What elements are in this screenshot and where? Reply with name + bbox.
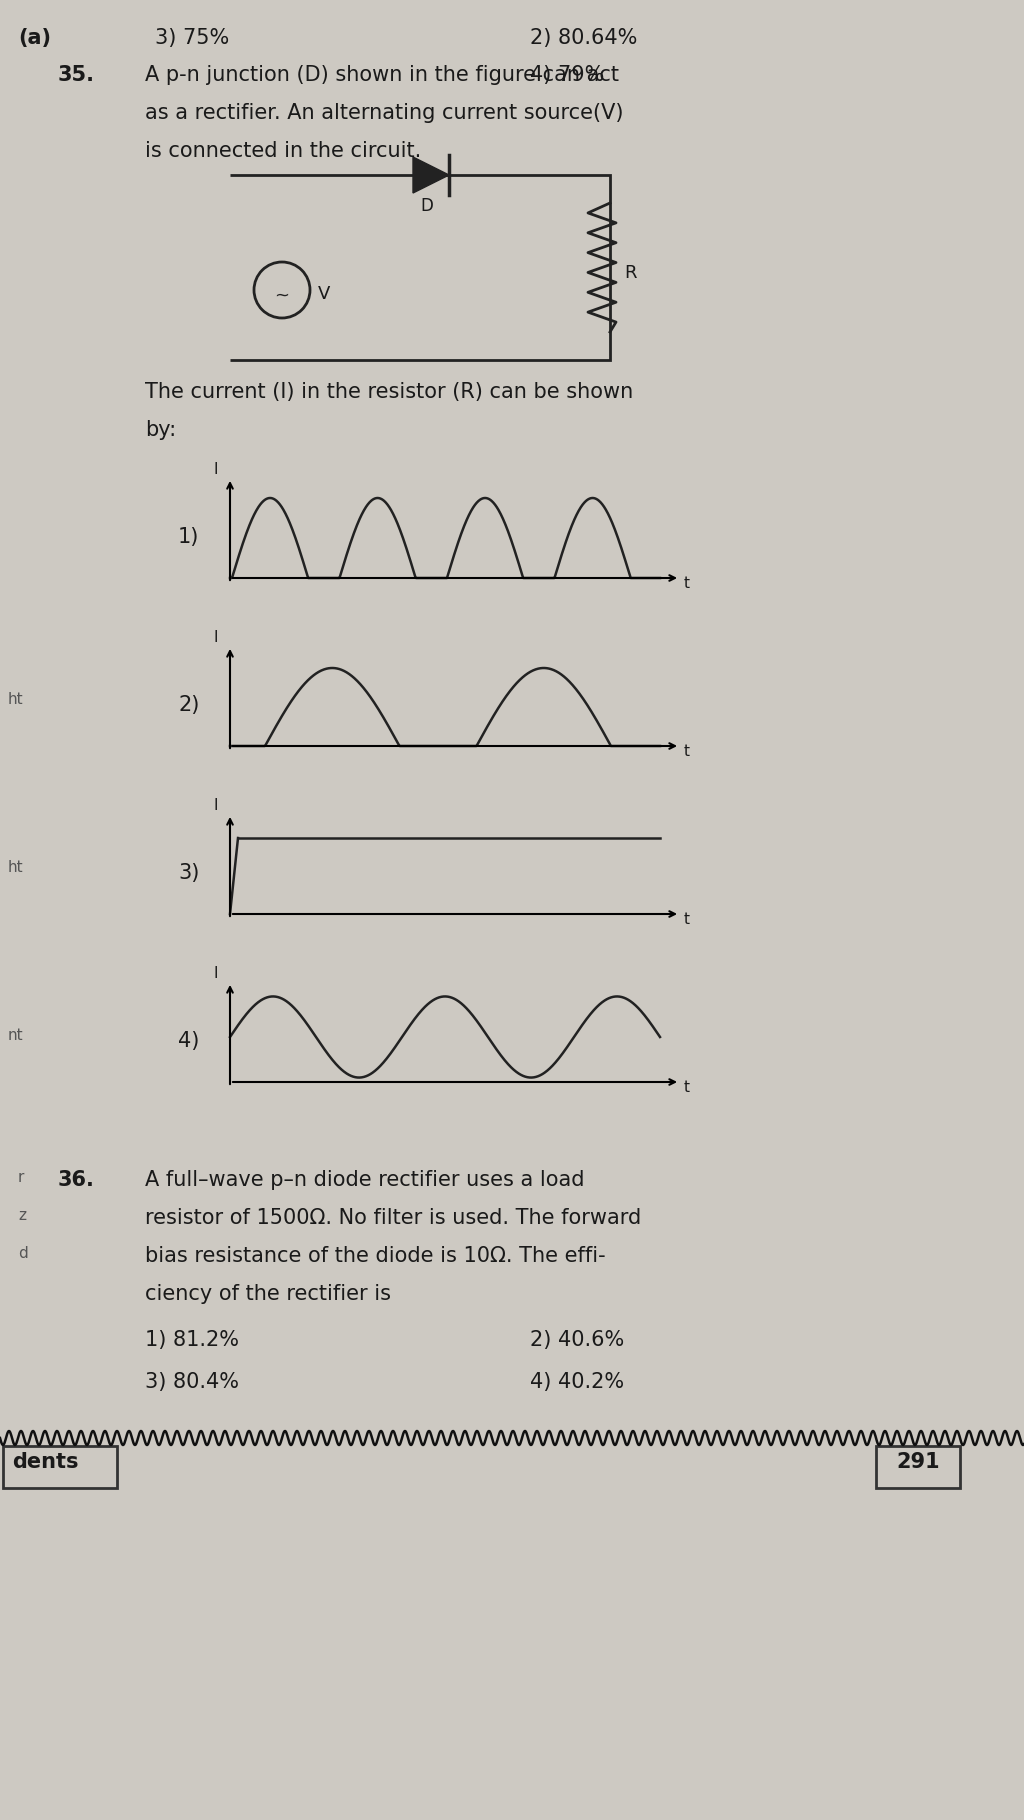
- Text: 1): 1): [178, 528, 200, 548]
- Text: I: I: [214, 966, 218, 981]
- Text: A p-n junction (D) shown in the figure can act: A p-n junction (D) shown in the figure c…: [145, 66, 618, 86]
- Text: I: I: [214, 630, 218, 646]
- Text: R: R: [624, 264, 637, 282]
- Text: ht: ht: [8, 692, 24, 706]
- Text: 2) 40.6%: 2) 40.6%: [530, 1330, 625, 1350]
- Text: by:: by:: [145, 420, 176, 440]
- Text: ciency of the rectifier is: ciency of the rectifier is: [145, 1283, 391, 1303]
- Text: 4) 40.2%: 4) 40.2%: [530, 1372, 624, 1392]
- Text: 3): 3): [178, 863, 200, 883]
- Text: t: t: [684, 744, 690, 759]
- Text: 36.: 36.: [58, 1170, 95, 1190]
- Text: d: d: [18, 1247, 28, 1261]
- Text: ht: ht: [8, 861, 24, 875]
- Text: D: D: [421, 197, 433, 215]
- Text: 35.: 35.: [58, 66, 95, 86]
- Text: z: z: [18, 1208, 26, 1223]
- Text: 2): 2): [178, 695, 200, 715]
- Text: t: t: [684, 577, 690, 592]
- Text: 4): 4): [178, 1032, 200, 1052]
- Text: resistor of 1500Ω. No filter is used. The forward: resistor of 1500Ω. No filter is used. Th…: [145, 1208, 641, 1228]
- Text: r: r: [18, 1170, 25, 1185]
- Text: (a): (a): [18, 27, 51, 47]
- Text: I: I: [214, 462, 218, 477]
- Text: as a rectifier. An alternating current source(V): as a rectifier. An alternating current s…: [145, 104, 624, 124]
- Text: ~: ~: [274, 288, 290, 306]
- Text: 291: 291: [896, 1452, 940, 1472]
- Text: t: t: [684, 1081, 690, 1096]
- Text: I: I: [214, 799, 218, 814]
- Text: is connected in the circuit.: is connected in the circuit.: [145, 140, 421, 160]
- Text: nt: nt: [8, 1028, 24, 1043]
- Text: dents: dents: [12, 1452, 79, 1472]
- FancyBboxPatch shape: [3, 1447, 117, 1489]
- Text: 4) 79%: 4) 79%: [530, 66, 604, 86]
- Text: A full–wave p–n diode rectifier uses a load: A full–wave p–n diode rectifier uses a l…: [145, 1170, 585, 1190]
- Text: 2) 80.64%: 2) 80.64%: [530, 27, 637, 47]
- Text: 1) 81.2%: 1) 81.2%: [145, 1330, 239, 1350]
- Text: t: t: [684, 912, 690, 928]
- Polygon shape: [413, 157, 449, 193]
- Text: bias resistance of the diode is 10Ω. The effi-: bias resistance of the diode is 10Ω. The…: [145, 1247, 605, 1267]
- Text: 3) 80.4%: 3) 80.4%: [145, 1372, 239, 1392]
- Text: 3) 75%: 3) 75%: [155, 27, 229, 47]
- FancyBboxPatch shape: [876, 1447, 961, 1489]
- Text: The current (I) in the resistor (R) can be shown: The current (I) in the resistor (R) can …: [145, 382, 633, 402]
- Text: V: V: [318, 286, 331, 302]
